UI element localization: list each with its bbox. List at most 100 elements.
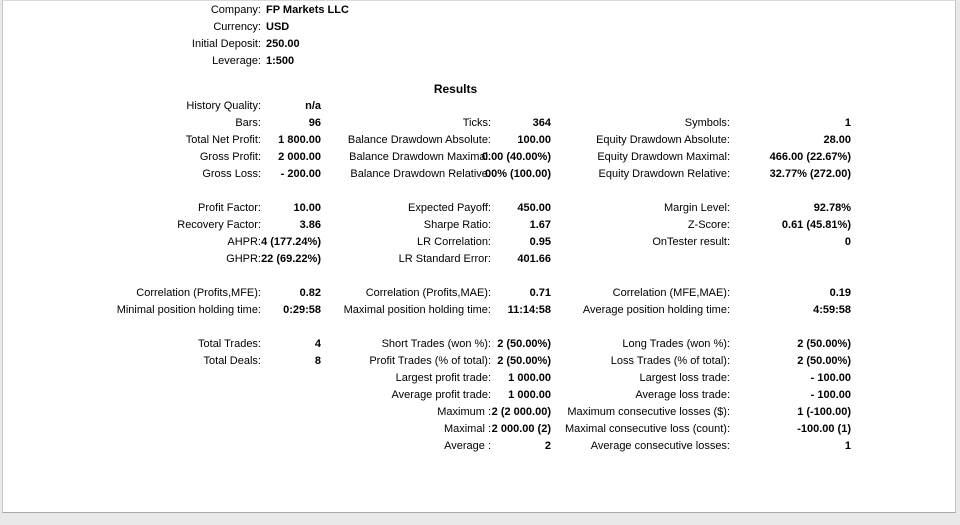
stat-value-text: 2 (50.00%) (497, 338, 551, 350)
stat-label: Maximum : (321, 404, 491, 421)
stat-value-text: 450.00 (517, 202, 551, 214)
stat-value-text: 1 (844, 440, 851, 452)
stat-label-text: Largest loss trade: (639, 372, 731, 384)
stat-label: Total Trades: (3, 336, 261, 353)
stat-label-text: Largest profit trade: (395, 372, 491, 384)
stat-label-text: Balance Drawdown Maximal: (349, 151, 491, 163)
stat-value-text: 92.78% (813, 202, 851, 214)
stat-value: 0.61 (45.81%) (730, 217, 851, 234)
stat-label: Z-Score: (551, 217, 730, 234)
stat-value-text: 0.19 (829, 287, 851, 299)
stat-value: 1.67 (491, 217, 551, 234)
stat-label: Average position holding time: (551, 302, 730, 319)
stat-value: 1 000.00 (491, 387, 551, 404)
header-row: Initial Deposit: 250.00 (3, 36, 908, 53)
stat-label: Long Trades (won %): (551, 336, 730, 353)
stat-label-text: Bars: (235, 117, 261, 129)
stat-label: Average : (321, 438, 491, 455)
stat-value-text: n/a (305, 100, 321, 112)
header-label: Company: (210, 4, 261, 16)
results-title: Results (433, 82, 478, 96)
stat-label-text: Correlation (Profits,MFE): (136, 287, 261, 299)
stat-value-text: 1.67 (529, 219, 551, 231)
stat-value: 2 (50.00%) (491, 353, 551, 370)
stat-label-text: Expected Payoff: (408, 202, 491, 214)
page-bottom-strip (0, 514, 960, 525)
stat-value: - 200.00 (261, 166, 321, 183)
stat-value: 92.78% (730, 200, 851, 217)
stat-value: 32.77% (272.00) (730, 166, 851, 183)
stat-value: 2 (50.00%) (730, 336, 851, 353)
stat-value-text: 11:14:58 (507, 304, 551, 316)
stat-label: Ticks: (321, 115, 491, 132)
stat-label-text: Recovery Factor: (177, 219, 261, 231)
stat-value: 2 (50.00%) (730, 353, 851, 370)
stat-value: 450.00 (491, 200, 551, 217)
stat-value: 3.86 (261, 217, 321, 234)
stat-value-text: - 200.00 (280, 168, 321, 180)
stat-label: Short Trades (won %): (321, 336, 491, 353)
stat-value: 0:29:58 (261, 302, 321, 319)
stat-label: Minimal position holding time: (3, 302, 261, 319)
stat-row: Bars: 96 Ticks: 364 Symbols: 1 (3, 115, 908, 132)
stat-label (3, 404, 261, 421)
stat-row: Average profit trade: 1 000.00 Average los… (3, 387, 908, 404)
stat-row: Total Net Profit: 1 800.00 Balance Drawdow… (3, 132, 908, 149)
stat-label-text: History Quality: (186, 100, 261, 112)
stat-value-text: 1 000.00 (508, 389, 551, 401)
stat-label-text: Average consecutive losses: (590, 440, 730, 452)
stat-value: 8 (261, 353, 321, 370)
stat-value (261, 370, 321, 387)
header-value: 1:500 (266, 55, 295, 67)
stat-value: 4 (261, 336, 321, 353)
stat-label-text: OnTester result: (652, 236, 730, 248)
stat-value-text: 22 (69.22%) (261, 253, 321, 265)
stat-label: Average profit trade: (321, 387, 491, 404)
stat-value-text: 1 800.00 (278, 134, 321, 146)
stat-value: 22 (69.22%) (261, 251, 321, 268)
stat-row: Profit Factor: 10.00 Expected Payoff: 450.0… (3, 200, 908, 217)
stat-value: 0 (730, 234, 851, 251)
stat-value (261, 438, 321, 455)
stat-label-text: Loss Trades (% of total): (610, 355, 730, 367)
stat-value (261, 404, 321, 421)
stat-value-text: 0:29:58 (283, 304, 321, 316)
stat-label: Balance Drawdown Relative: (321, 166, 491, 183)
stat-label-text: LR Standard Error: (398, 253, 491, 265)
stat-row: Minimal position holding time: 0:29:58 Max… (3, 302, 908, 319)
stat-value: 4 (177.24%) (261, 234, 321, 251)
stat-row: Recovery Factor: 3.86 Sharpe Ratio: 1.67 Z-S… (3, 217, 908, 234)
stat-value-text: 96 (308, 117, 321, 129)
stat-label-text: Maximal consecutive loss (count): (564, 423, 730, 435)
stat-value-text: 100.00 (517, 134, 551, 146)
stat-value-text: 28.00 (823, 134, 851, 146)
stat-value-text: 2 000.00 (2) (491, 423, 551, 435)
stat-label-text: Gross Profit: (199, 151, 261, 163)
stat-value-text: 1 000.00 (508, 372, 551, 384)
stat-label-text: Correlation (Profits,MAE): (365, 287, 491, 299)
stat-value-text: 4:59:58 (813, 304, 851, 316)
stat-label-text: Maximal : (443, 423, 491, 435)
stat-value-text: 0 (844, 236, 851, 248)
stat-value: 00% (100.00) (485, 166, 551, 183)
stat-label: Gross Profit: (3, 149, 261, 166)
stat-label: Average loss trade: (551, 387, 730, 404)
stat-label (551, 98, 730, 115)
stat-label (3, 421, 261, 438)
stat-label-text: Average position holding time: (582, 304, 730, 316)
stat-label: Symbols: (551, 115, 730, 132)
stat-label-text: Gross Loss: (202, 168, 261, 180)
stat-label: Correlation (Profits,MFE): (3, 285, 261, 302)
stat-value: 1 (730, 438, 851, 455)
header-value: 250.00 (266, 38, 300, 50)
stat-label-text: Average : (444, 440, 491, 452)
stat-label: OnTester result: (551, 234, 730, 251)
stat-label-text: Total Deals: (203, 355, 261, 367)
stat-value-text: 1 (-100.00) (797, 406, 851, 418)
stat-label-text: Average profit trade: (391, 389, 491, 401)
results-block: Profit Factor: 10.00 Expected Payoff: 450.0… (3, 200, 908, 268)
stat-label: Loss Trades (% of total): (551, 353, 730, 370)
stat-value-text: -100.00 (1) (797, 423, 851, 435)
stat-value: 466.00 (22.67%) (730, 149, 851, 166)
stat-value: 0.82 (261, 285, 321, 302)
